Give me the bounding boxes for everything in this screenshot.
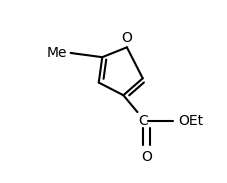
Text: O: O	[141, 150, 152, 164]
Text: O: O	[121, 31, 132, 44]
Text: Me: Me	[47, 46, 67, 60]
Text: OEt: OEt	[178, 114, 203, 128]
Text: C: C	[138, 114, 148, 128]
